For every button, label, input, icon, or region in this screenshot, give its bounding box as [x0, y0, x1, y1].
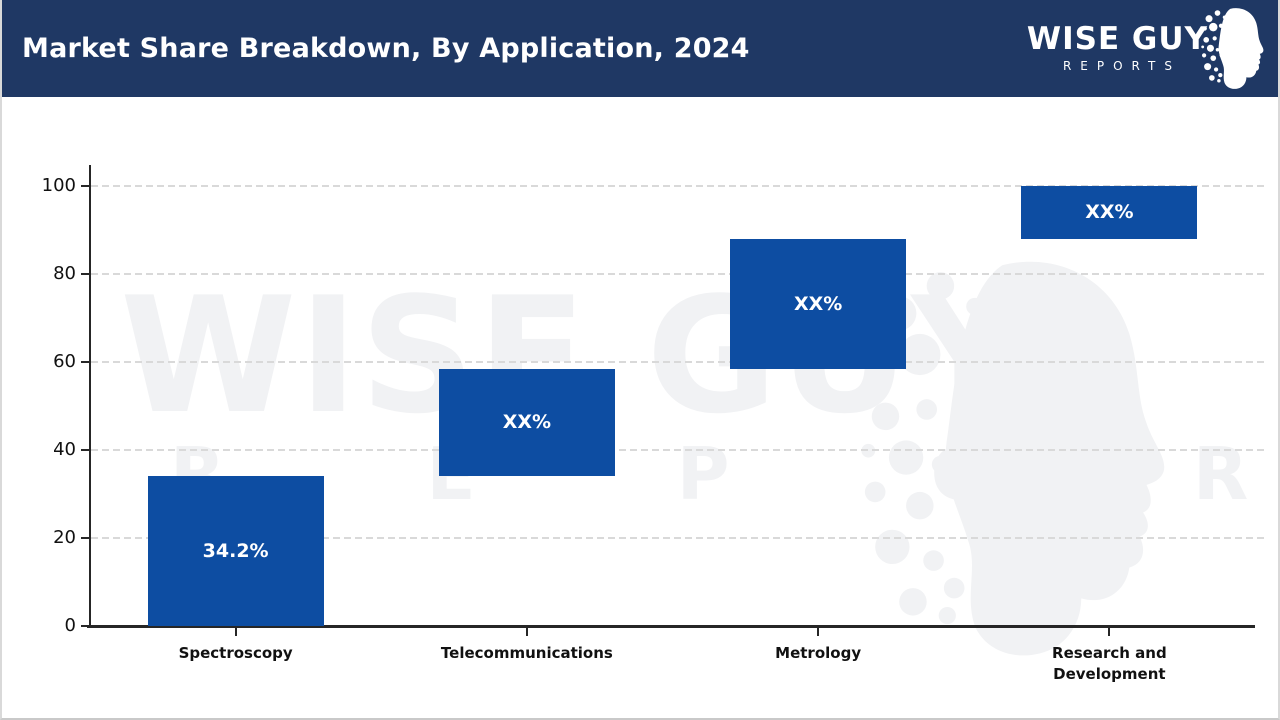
- x-category-label-2: Metrology: [775, 644, 862, 662]
- bar-value-label: 34.2%: [202, 539, 269, 562]
- logo-head-icon: [1194, 6, 1272, 92]
- page-title: Market Share Breakdown, By Application, …: [22, 33, 750, 64]
- y-tick-label-20: 20: [53, 527, 76, 548]
- y-tick-20: [81, 537, 90, 539]
- x-tick-1: [525, 628, 528, 636]
- bar-metrology[interactable]: XX%: [730, 238, 907, 369]
- y-tick-0: [81, 625, 90, 627]
- x-tick-0: [234, 628, 237, 636]
- logo-wordmark: WISE GUY: [1026, 21, 1208, 57]
- x-tick-2: [817, 628, 820, 636]
- y-axis-spine: [89, 165, 91, 628]
- y-tick-label-80: 80: [53, 263, 76, 284]
- x-category-label-1: Telecommunications: [440, 644, 613, 662]
- y-tick-80: [81, 273, 90, 275]
- bar-telecommunications[interactable]: XX%: [438, 368, 615, 476]
- gridline-20: [91, 537, 1264, 539]
- gridline-60: [91, 361, 1264, 363]
- y-tick-label-60: 60: [53, 351, 76, 372]
- bar-spectroscopy[interactable]: 34.2%: [147, 475, 324, 626]
- x-axis-line: [87, 625, 1255, 628]
- logo-text: WISE GUY REPORTS: [1026, 21, 1208, 74]
- y-tick-40: [81, 449, 90, 451]
- y-tick-60: [81, 361, 90, 363]
- gridline-80: [91, 273, 1264, 275]
- x-tick-3: [1108, 628, 1111, 636]
- x-category-label-3: Research and Development: [1052, 644, 1167, 683]
- header-banner: Market Share Breakdown, By Application, …: [2, 0, 1278, 97]
- y-tick-label-40: 40: [53, 439, 76, 460]
- bar-research-and-development[interactable]: XX%: [1021, 186, 1198, 239]
- waterfall-chart: 0 20 40 60 80 100 34.2% XX% XX% XX% Spectroscopy…: [2, 97, 1278, 718]
- logo-subtitle: REPORTS: [1062, 59, 1181, 73]
- bar-value-label: XX%: [502, 411, 552, 434]
- y-tick-label-0: 0: [64, 615, 76, 636]
- x-category-label-0: Spectroscopy: [178, 644, 293, 662]
- gridline-100: [91, 185, 1264, 187]
- wise-guy-reports-logo: WISE GUY REPORTS: [1027, 6, 1272, 92]
- y-tick-label-100: 100: [41, 175, 76, 196]
- gridline-40: [91, 449, 1264, 451]
- bar-value-label: XX%: [1085, 201, 1134, 224]
- bar-value-label: XX%: [793, 292, 843, 315]
- y-tick-100: [81, 185, 90, 187]
